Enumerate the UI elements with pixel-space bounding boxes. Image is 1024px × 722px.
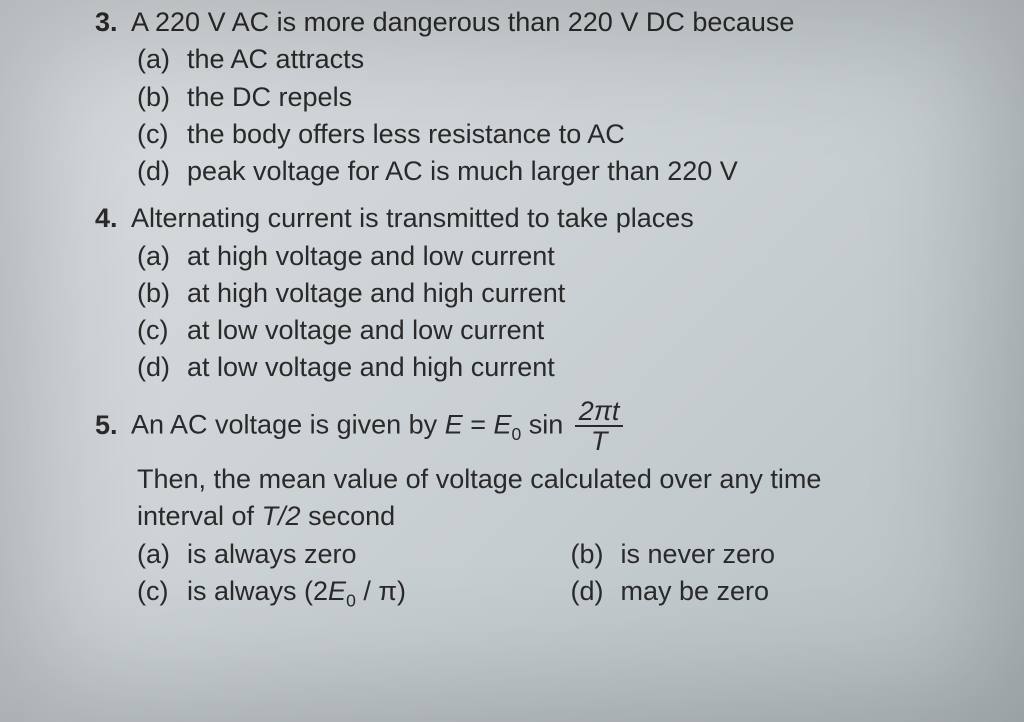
question-3: 3. A 220 V AC is more dangerous than 220… [95,4,1004,190]
q4-d-label: (d) [137,349,187,386]
q5-c-label: (c) [137,573,187,610]
q5-c-suffix: / π) [356,576,406,606]
q5-eq-coef: E [493,409,511,439]
q5-eq-coef-sub: 0 [512,423,522,443]
page-content: 3. A 220 V AC is more dangerous than 220… [0,0,1024,640]
q4-d-text: at low voltage and high current [187,349,1004,386]
q5-cont-l2-math: T/2 [262,501,301,531]
q4-b-text: at high voltage and high current [187,275,1004,312]
q5-d-label: (d) [571,573,621,610]
q3-text: A 220 V AC is more dangerous than 220 V … [131,4,1004,41]
q5-frac-den: T [575,427,624,455]
q5-cont-l2-suffix: second [301,501,396,531]
q5-c-text: is always (2E0 / π) [187,573,571,610]
q5-text: An AC voltage is given by E = E0 sin 2πt… [131,397,1004,456]
q5-option-a: (a) is always zero [137,536,571,573]
q3-option-d: (d) peak voltage for AC is much larger t… [137,153,1004,190]
q4-option-c: (c) at low voltage and low current [137,312,1004,349]
q5-a-label: (a) [137,536,187,573]
q3-option-b: (b) the DC repels [137,79,1004,116]
q5-d-text: may be zero [621,573,1005,610]
q4-option-a: (a) at high voltage and low current [137,238,1004,275]
q4-options: (a) at high voltage and low current (b) … [95,238,1004,387]
q3-option-c: (c) the body offers less resistance to A… [137,116,1004,153]
q3-number: 3. [95,4,131,41]
q5-continuation: Then, the mean value of voltage calculat… [95,461,1004,536]
q3-a-text: the AC attracts [187,41,1004,78]
q5-option-b: (b) is never zero [571,536,1005,573]
q5-stem: 5. An AC voltage is given by E = E0 sin … [95,397,1004,456]
q4-number: 4. [95,200,131,237]
q5-stem-prefix: An AC voltage is given by [131,409,445,439]
q5-cont-line2: interval of T/2 second [137,498,1004,535]
q5-eq-lhs: E [445,409,463,439]
q5-number: 5. [95,407,131,444]
q5-eq-func: sin [521,409,571,439]
q4-c-label: (c) [137,312,187,349]
question-4: 4. Alternating current is transmitted to… [95,200,1004,386]
q3-options: (a) the AC attracts (b) the DC repels (c… [95,41,1004,190]
q5-options-row2: (c) is always (2E0 / π) (d) may be zero [95,573,1004,610]
q5-a-text: is always zero [187,536,571,573]
q4-option-b: (b) at high voltage and high current [137,275,1004,312]
q5-c-prefix: is always (2 [187,576,328,606]
q4-text: Alternating current is transmitted to ta… [131,200,1004,237]
q5-cont-l2-prefix: interval of [137,501,262,531]
q3-b-text: the DC repels [187,79,1004,116]
q5-c-mathSub: 0 [346,590,356,610]
q5-cont-line1: Then, the mean value of voltage calculat… [137,461,1004,498]
q5-options-row1: (a) is always zero (b) is never zero [95,536,1004,573]
q3-a-label: (a) [137,41,187,78]
q5-option-c: (c) is always (2E0 / π) [137,573,571,610]
q5-b-label: (b) [571,536,621,573]
question-5: 5. An AC voltage is given by E = E0 sin … [95,397,1004,611]
q3-b-label: (b) [137,79,187,116]
q3-option-a: (a) the AC attracts [137,41,1004,78]
q4-a-label: (a) [137,238,187,275]
q4-a-text: at high voltage and low current [187,238,1004,275]
q5-b-text: is never zero [621,536,1005,573]
q4-b-label: (b) [137,275,187,312]
q5-frac-num: 2πt [575,397,624,427]
q3-c-label: (c) [137,116,187,153]
q5-eq-sign: = [463,409,494,439]
q5-option-d: (d) may be zero [571,573,1005,610]
q3-stem: 3. A 220 V AC is more dangerous than 220… [95,4,1004,41]
q3-d-text: peak voltage for AC is much larger than … [187,153,1004,190]
q3-d-label: (d) [137,153,187,190]
q4-c-text: at low voltage and low current [187,312,1004,349]
q3-c-text: the body offers less resistance to AC [187,116,1004,153]
q5-c-mathE: E [328,576,346,606]
q4-option-d: (d) at low voltage and high current [137,349,1004,386]
q4-stem: 4. Alternating current is transmitted to… [95,200,1004,237]
q5-eq-fraction: 2πtT [575,397,624,456]
